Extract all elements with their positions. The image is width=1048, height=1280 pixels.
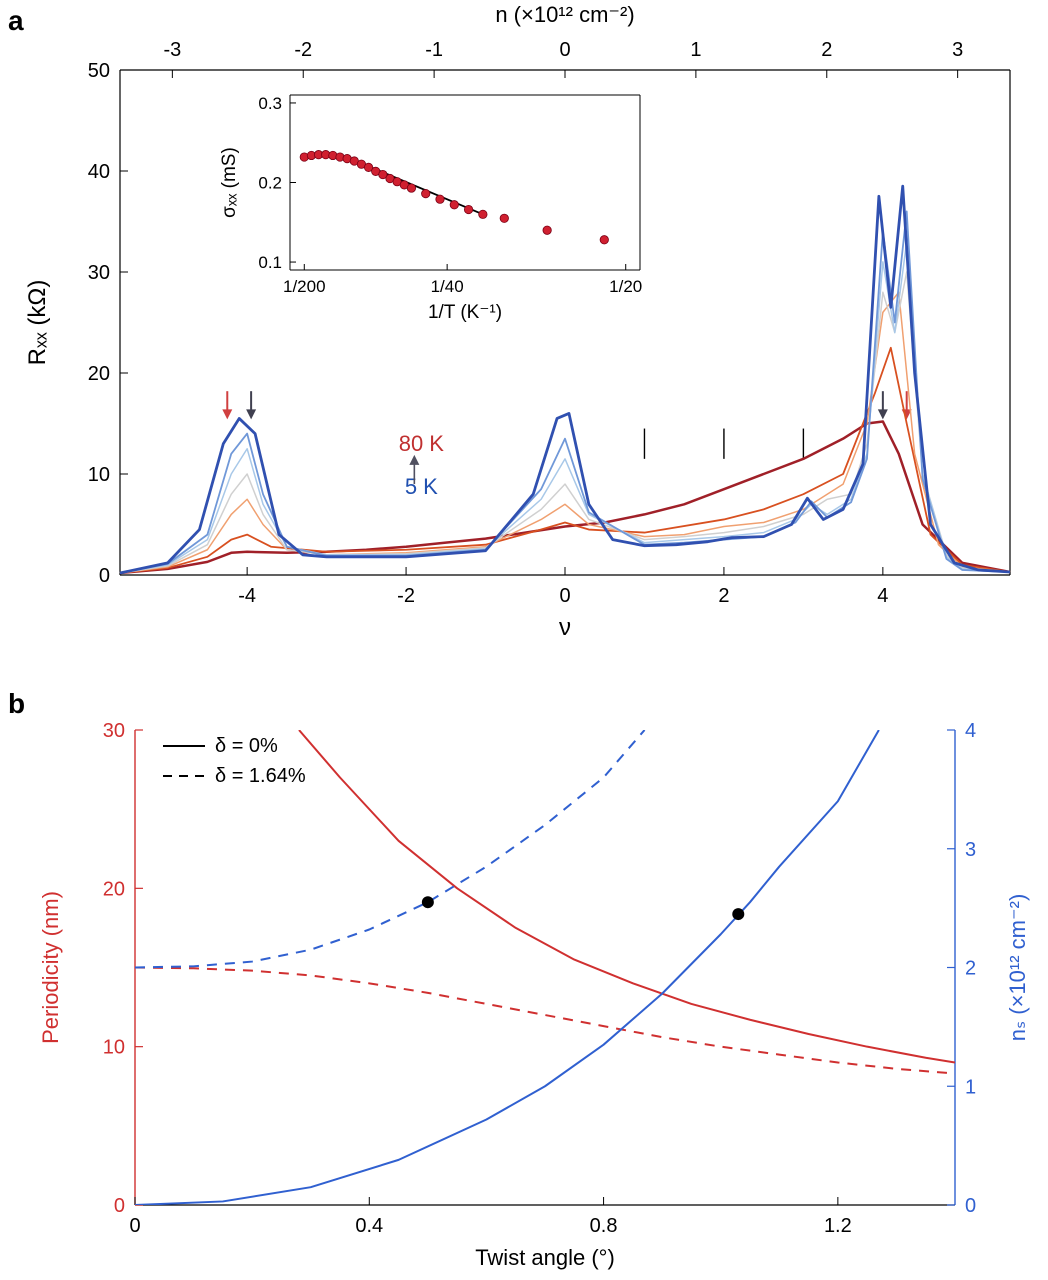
svg-text:30: 30	[88, 262, 110, 284]
svg-text:80 K: 80 K	[399, 431, 445, 456]
svg-text:0: 0	[559, 585, 570, 607]
svg-text:10: 10	[88, 464, 110, 486]
svg-text:4: 4	[877, 585, 888, 607]
svg-text:50: 50	[88, 60, 110, 82]
svg-text:0: 0	[114, 1195, 125, 1217]
svg-text:0.3: 0.3	[258, 94, 282, 113]
chart-b: 0 10 20 30 0 1 2 3 4 0 0.4 0.8 1.2 Twist angle (°) Per…	[0, 680, 1048, 1280]
svg-text:1: 1	[690, 39, 701, 61]
svg-text:nₛ (×10¹² cm⁻²): nₛ (×10¹² cm⁻²)	[1005, 894, 1030, 1042]
svg-text:40: 40	[88, 161, 110, 183]
svg-text:Twist angle (°): Twist angle (°)	[475, 1245, 615, 1270]
svg-text:0.2: 0.2	[258, 174, 282, 193]
svg-text:30: 30	[103, 720, 125, 742]
svg-text:20: 20	[88, 363, 110, 385]
svg-text:δ = 0%: δ = 0%	[215, 735, 278, 757]
svg-text:Rₓₓ (kΩ): Rₓₓ (kΩ)	[24, 280, 51, 366]
svg-text:0: 0	[129, 1215, 140, 1237]
svg-text:δ = 1.64%: δ = 1.64%	[215, 765, 306, 787]
svg-text:3: 3	[965, 839, 976, 861]
svg-text:10: 10	[103, 1037, 125, 1059]
svg-text:1: 1	[965, 1076, 976, 1098]
svg-text:2: 2	[718, 585, 729, 607]
svg-text:0.8: 0.8	[590, 1215, 618, 1237]
svg-text:20: 20	[103, 878, 125, 900]
svg-text:-2: -2	[294, 39, 312, 61]
svg-text:-4: -4	[238, 585, 256, 607]
svg-text:1/T (K⁻¹): 1/T (K⁻¹)	[428, 302, 502, 323]
svg-text:1.2: 1.2	[824, 1215, 852, 1237]
svg-text:σₓₓ (mS): σₓₓ (mS)	[219, 147, 240, 218]
svg-text:2: 2	[965, 958, 976, 980]
svg-text:1/20: 1/20	[609, 277, 642, 296]
chart-a: 0 10 20 30 40 50 -4 -2 0 2 4 -3 -2 -1 0 1 2 3 n (×10¹² cm⁻…	[0, 0, 1048, 680]
svg-text:3: 3	[952, 39, 963, 61]
svg-text:Periodicity (nm): Periodicity (nm)	[38, 891, 63, 1044]
svg-text:0.1: 0.1	[258, 253, 282, 272]
svg-text:0.4: 0.4	[355, 1215, 383, 1237]
svg-text:ν: ν	[559, 614, 571, 641]
svg-text:1/200: 1/200	[283, 277, 326, 296]
svg-text:4: 4	[965, 720, 976, 742]
svg-text:2: 2	[821, 39, 832, 61]
svg-text:5 K: 5 K	[405, 474, 438, 499]
svg-text:-2: -2	[397, 585, 415, 607]
svg-text:0: 0	[559, 39, 570, 61]
figure: a b 01020304050-4-2024-3-2-10123n (×10¹²…	[0, 0, 1048, 1278]
svg-text:-3: -3	[163, 39, 181, 61]
svg-text:0: 0	[99, 565, 110, 587]
svg-text:0: 0	[965, 1195, 976, 1217]
svg-text:-1: -1	[425, 39, 443, 61]
svg-text:1/40: 1/40	[431, 277, 464, 296]
svg-text:n (×10¹² cm⁻²): n (×10¹² cm⁻²)	[495, 2, 634, 27]
